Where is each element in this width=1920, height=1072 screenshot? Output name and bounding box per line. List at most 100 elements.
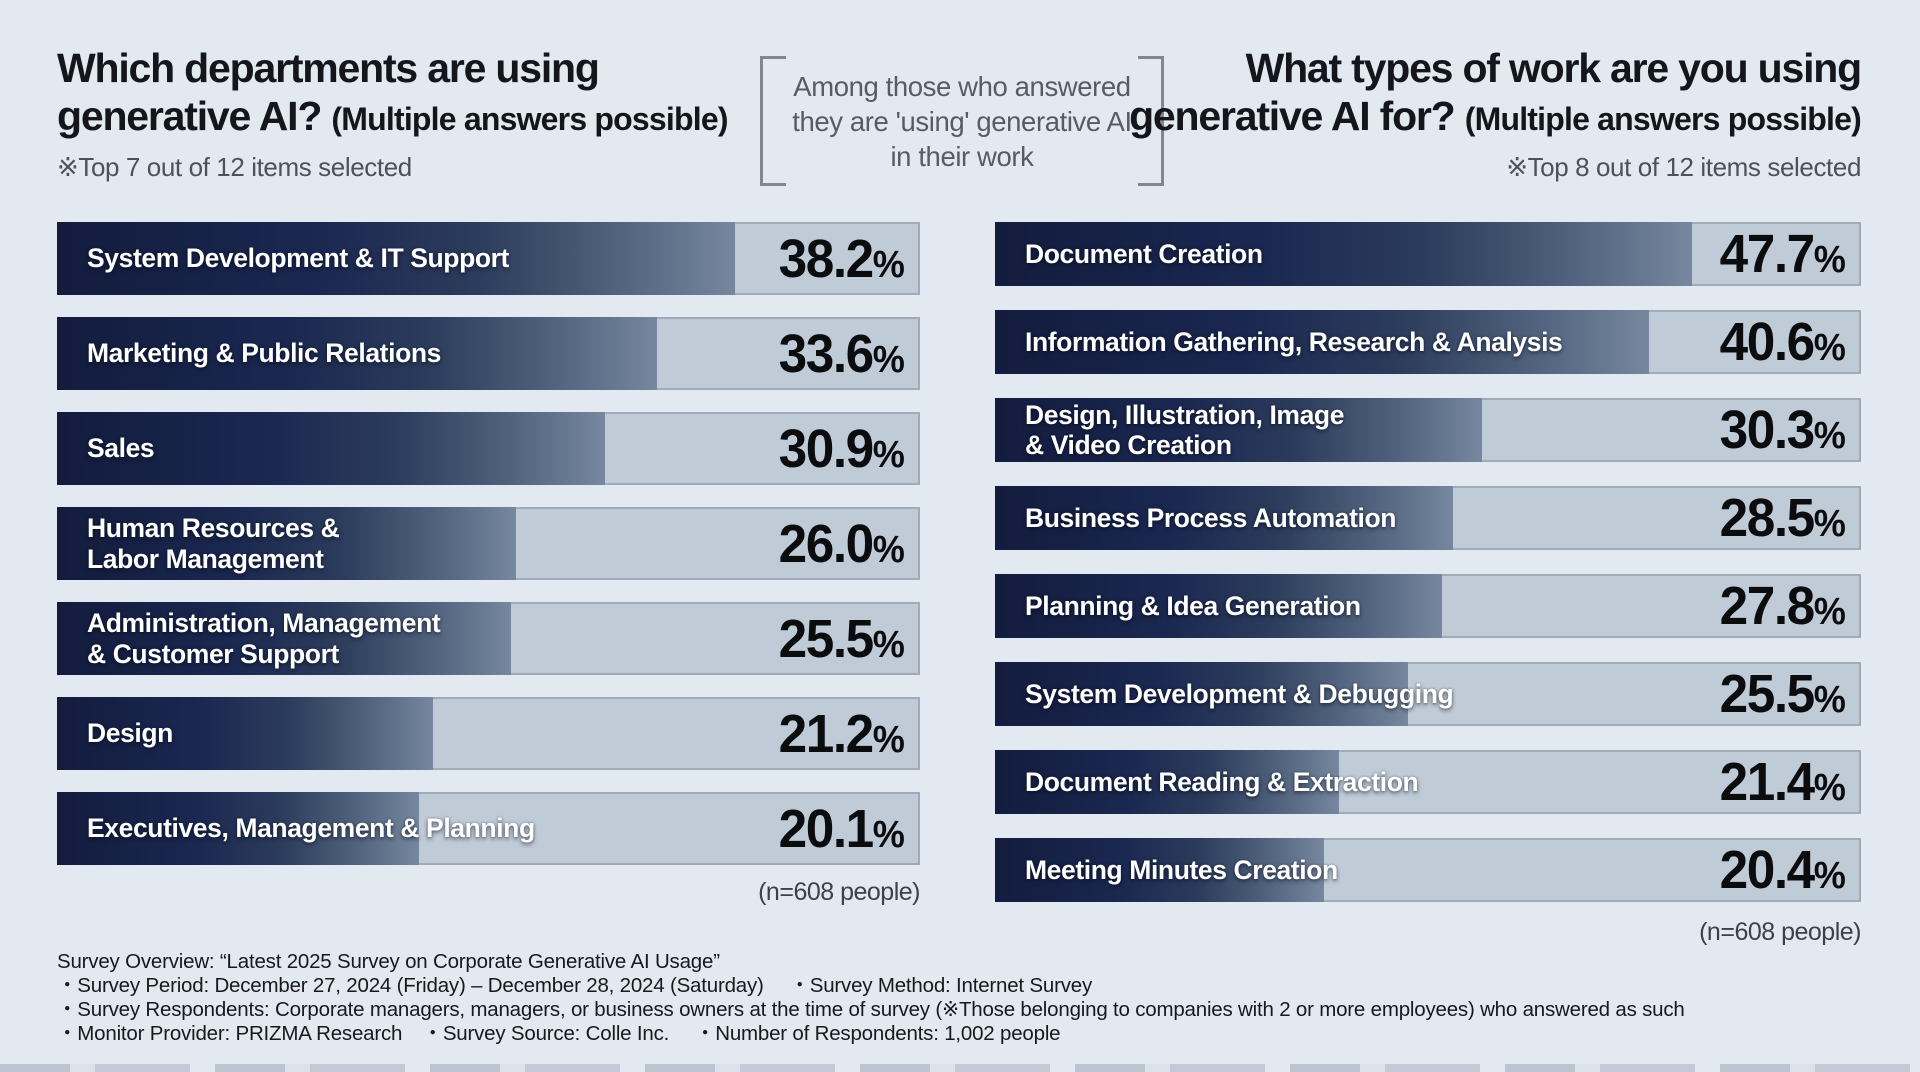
survey-scope-note-line: they are 'using' generative AI bbox=[792, 105, 1132, 137]
bar-row: Meeting Minutes Creation 20.4% bbox=[995, 838, 1861, 902]
left-chart-title: Which departments are using generative A… bbox=[57, 44, 728, 143]
bar-row: Planning & Idea Generation 27.8% bbox=[995, 574, 1861, 638]
left-title-line2: generative AI? bbox=[57, 93, 322, 139]
bar-label-line: Executives, Management & Planning bbox=[87, 813, 535, 844]
survey-scope-note-line: Among those who answered bbox=[793, 70, 1131, 102]
bar-label-line: Human Resources & bbox=[87, 513, 340, 544]
bar-value-number: 47.7 bbox=[1719, 224, 1815, 284]
bar-label: Document Creation bbox=[1025, 239, 1263, 269]
right-title-paren: (Multiple answers possible) bbox=[1464, 101, 1862, 137]
bar-label-line: System Development & IT Support bbox=[87, 243, 509, 274]
bar-value-percent-sign: % bbox=[1813, 767, 1845, 809]
bar-label-line: Information Gathering, Research & Analys… bbox=[1025, 326, 1563, 357]
bar-label: Meeting Minutes Creation bbox=[1025, 855, 1338, 885]
bar-value-number: 21.2 bbox=[778, 703, 874, 764]
right-title-line2: generative AI for? bbox=[1129, 93, 1456, 139]
bar-label: Design bbox=[87, 718, 173, 748]
bar-label-line: Sales bbox=[87, 433, 155, 464]
bar-fill: System Development & Debugging bbox=[995, 662, 1454, 726]
bar-label-line: Planning & Idea Generation bbox=[1025, 590, 1361, 621]
survey-scope-note-line: in their work bbox=[890, 140, 1034, 172]
bar-fill: Administration, Management & Customer Sup… bbox=[57, 602, 511, 675]
bar-value-number: 30.9 bbox=[778, 418, 874, 479]
bar-value-percent-sign: % bbox=[872, 338, 904, 381]
bar-value: 28.5% bbox=[1719, 487, 1845, 549]
bar-label: System Development & Debugging bbox=[1025, 678, 1454, 709]
bar-label: Planning & Idea Generation bbox=[1025, 591, 1361, 621]
cropped-next-section-edge bbox=[0, 1064, 1920, 1072]
bar-row: Executives, Management & Planning 20.1% bbox=[57, 792, 920, 865]
bar-fill: Sales bbox=[57, 412, 605, 485]
bar-value-number: 40.6 bbox=[1719, 312, 1815, 372]
bar-fill: Human Resources & Labor Management bbox=[57, 507, 517, 580]
bar-row: System Development & IT Support 38.2% bbox=[57, 222, 920, 295]
bar-row: Information Gathering, Research & Analys… bbox=[995, 310, 1861, 374]
bar-value: 21.2% bbox=[778, 703, 904, 765]
bar-fill: Meeting Minutes Creation bbox=[995, 838, 1338, 902]
bar-row: Business Process Automation 28.5% bbox=[995, 486, 1861, 550]
worktypes-bar-chart: Document Creation 47.7% Information Gather… bbox=[995, 222, 1862, 947]
bar-label-line: Document Creation bbox=[1025, 238, 1263, 269]
bar-fill: Design, Illustration, Image & Video Creat… bbox=[995, 398, 1482, 462]
bar-fill: Document Reading & Extraction bbox=[995, 750, 1419, 814]
survey-scope-note: Among those who answered they are 'using'… bbox=[760, 56, 1164, 186]
right-chart-subtitle: ※Top 8 out of 12 items selected bbox=[1506, 152, 1861, 182]
bar-value-percent-sign: % bbox=[1813, 679, 1845, 721]
survey-overview-footer: Survey Overview: “Latest 2025 Survey on … bbox=[57, 950, 1685, 1046]
survey-footer-line: ・Survey Period: December 27, 2024 (Frida… bbox=[57, 974, 1093, 997]
left-chart-subtitle: ※Top 7 out of 12 items selected bbox=[57, 152, 412, 182]
bar-row: Document Creation 47.7% bbox=[995, 222, 1861, 286]
bar-value-percent-sign: % bbox=[1813, 591, 1845, 633]
bar-label: Business Process Automation bbox=[1025, 502, 1397, 533]
bar-value-number: 38.2 bbox=[778, 228, 874, 289]
left-title-paren: (Multiple answers possible) bbox=[331, 101, 728, 137]
bar-value-number: 28.5 bbox=[1719, 488, 1815, 548]
bar-value-number: 25.5 bbox=[778, 608, 874, 669]
bar-value: 20.4% bbox=[1719, 839, 1845, 901]
bar-row: Design, Illustration, Image & Video Creat… bbox=[995, 398, 1861, 462]
departments-sample-size: (n=608 people) bbox=[758, 878, 920, 906]
right-chart-header: What types of work are you using generat… bbox=[1129, 44, 1863, 183]
bar-label: Information Gathering, Research & Analys… bbox=[1025, 326, 1563, 357]
bar-fill: Information Gathering, Research & Analys… bbox=[995, 310, 1649, 374]
bar-value-percent-sign: % bbox=[1813, 239, 1845, 281]
bar-label: Administration, Management & Customer Sup… bbox=[87, 608, 441, 668]
bar-value-percent-sign: % bbox=[872, 243, 904, 286]
bar-value-percent-sign: % bbox=[1813, 327, 1845, 369]
bar-row: Design 21.2% bbox=[57, 697, 920, 770]
bar-label-line: Administration, Management bbox=[87, 608, 441, 639]
bar-value-percent-sign: % bbox=[1813, 415, 1845, 457]
bar-fill: Planning & Idea Generation bbox=[995, 574, 1442, 638]
bar-label: Marketing & Public Relations bbox=[87, 338, 441, 368]
bar-value: 26.0% bbox=[778, 513, 904, 575]
bar-label-line: Design bbox=[87, 718, 173, 749]
left-bracket-decoration bbox=[760, 56, 786, 186]
bar-value: 25.5% bbox=[1719, 663, 1845, 725]
worktypes-bars: Document Creation 47.7% Information Gather… bbox=[995, 222, 1861, 902]
bar-fill: Marketing & Public Relations bbox=[57, 317, 657, 390]
bar-fill: Business Process Automation bbox=[995, 486, 1454, 550]
bar-value-percent-sign: % bbox=[872, 813, 904, 856]
bar-label-line: System Development & Debugging bbox=[1025, 678, 1454, 709]
departments-bars: System Development & IT Support 38.2% Mark… bbox=[57, 222, 920, 865]
bar-value: 21.4% bbox=[1719, 751, 1845, 813]
bar-fill: System Development & IT Support bbox=[57, 222, 736, 295]
bar-row: Administration, Management & Customer Sup… bbox=[57, 602, 920, 675]
left-title-line1: Which departments are using bbox=[57, 45, 600, 91]
bar-value-number: 20.1 bbox=[778, 798, 874, 859]
bar-label-line: Labor Management bbox=[87, 543, 324, 574]
bar-fill: Executives, Management & Planning bbox=[57, 792, 535, 865]
bar-value-number: 25.5 bbox=[1719, 664, 1815, 724]
bar-row: Marketing & Public Relations 33.6% bbox=[57, 317, 920, 390]
bar-label-line: Business Process Automation bbox=[1025, 502, 1397, 533]
bar-label-line: Document Reading & Extraction bbox=[1025, 766, 1419, 797]
bar-label-line: Meeting Minutes Creation bbox=[1025, 854, 1338, 885]
bar-value: 30.9% bbox=[778, 418, 904, 480]
bar-value-percent-sign: % bbox=[872, 433, 904, 476]
bar-label-line: Marketing & Public Relations bbox=[87, 338, 441, 369]
bar-value-percent-sign: % bbox=[872, 718, 904, 761]
departments-bar-chart: System Development & IT Support 38.2% Mark… bbox=[57, 222, 921, 907]
left-chart-header: Which departments are using generative A… bbox=[57, 44, 728, 183]
right-title-line1: What types of work are you using bbox=[1245, 45, 1863, 91]
bar-value-number: 21.4 bbox=[1719, 752, 1815, 812]
